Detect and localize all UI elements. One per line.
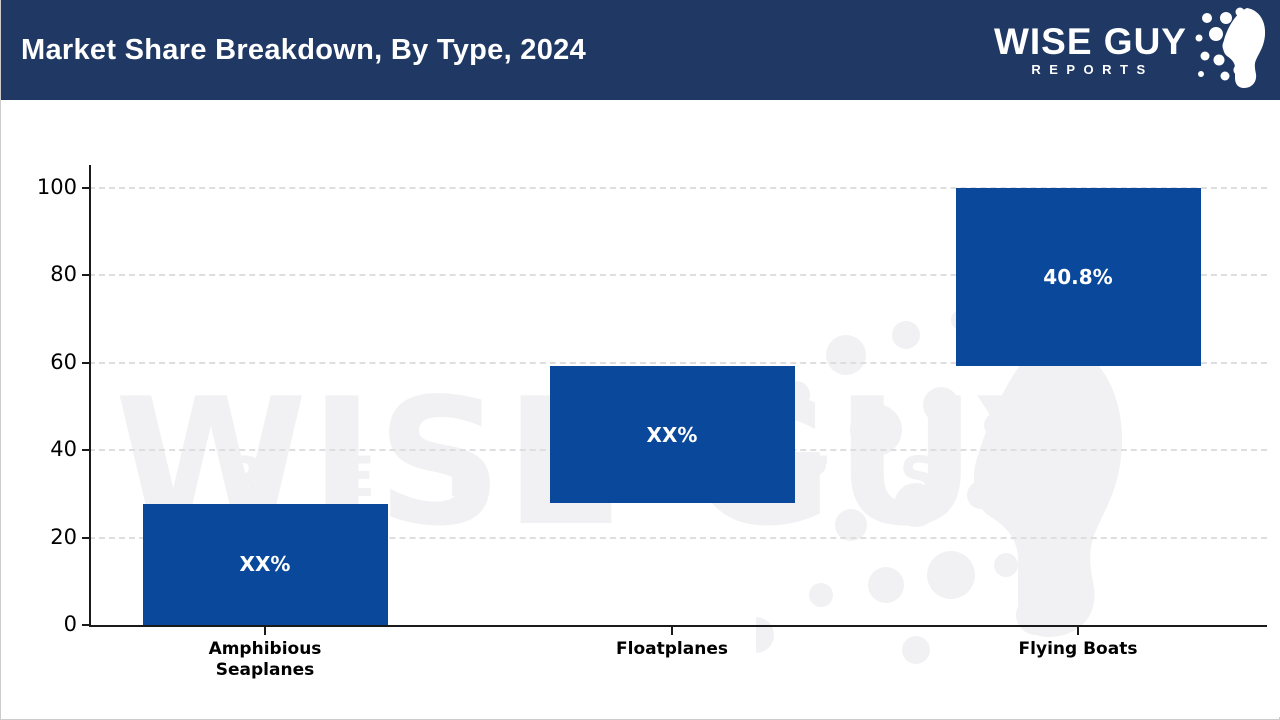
logo-text: WISE GUY REPORTS <box>993 20 1187 77</box>
x-axis-tick-3 <box>1077 627 1079 635</box>
y-axis-line <box>89 165 91 627</box>
y-axis-tick-60 <box>82 361 89 364</box>
y-axis-tick-0 <box>82 624 89 626</box>
y-axis-tick-20 <box>82 536 89 539</box>
gridline-100 <box>89 187 1267 189</box>
logo-wordmark: WISE GUY <box>993 20 1187 62</box>
category-label-flying-boats: Flying Boats <box>1018 639 1138 659</box>
y-axis-tick-80 <box>82 274 89 277</box>
header-bar: Market Share Breakdown, By Type, 2024 WI… <box>1 0 1280 100</box>
y-axis-label-80: 80 <box>50 262 77 287</box>
y-axis-label-40: 40 <box>50 437 77 462</box>
y-axis-label-0: 0 <box>63 612 77 636</box>
category-label-floatplanes: Floatplanes <box>616 639 728 659</box>
watermark-face-icon <box>738 215 1126 689</box>
logo-face-icon <box>1189 4 1267 96</box>
wise-guy-reports-logo: WISE GUY REPORTS <box>994 4 1267 96</box>
gridline-60 <box>89 361 1267 364</box>
chart-title: Market Share Breakdown, By Type, 2024 <box>21 33 587 66</box>
bar-floatplanes: XX% <box>549 365 795 504</box>
chart-area: WISE GUY REPORTS 020406080100XX%XX%40.8%… <box>1 100 1280 717</box>
y-axis-label-60: 60 <box>50 349 77 374</box>
x-axis-tick-1 <box>264 627 266 635</box>
bar-amphibious-seaplanes: XX% <box>142 503 388 625</box>
gridline-20 <box>89 536 1267 539</box>
y-axis-label-20: 20 <box>50 524 77 549</box>
bar-value-label: XX% <box>239 552 291 577</box>
logo-subtitle: REPORTS <box>1031 61 1154 77</box>
y-axis-tick-40 <box>82 449 89 452</box>
x-axis-tick-2 <box>671 627 673 635</box>
x-axis-line <box>89 625 1267 627</box>
bar-flying-boats: 40.8% <box>955 188 1201 367</box>
y-axis-tick-100 <box>82 187 89 189</box>
category-label-amphibious-seaplanes: Amphibious Seaplanes <box>208 639 322 680</box>
bar-value-label: 40.8% <box>1043 265 1113 290</box>
y-axis-label-100: 100 <box>36 175 77 199</box>
gridline-80 <box>89 274 1267 277</box>
bar-value-label: XX% <box>646 422 698 447</box>
